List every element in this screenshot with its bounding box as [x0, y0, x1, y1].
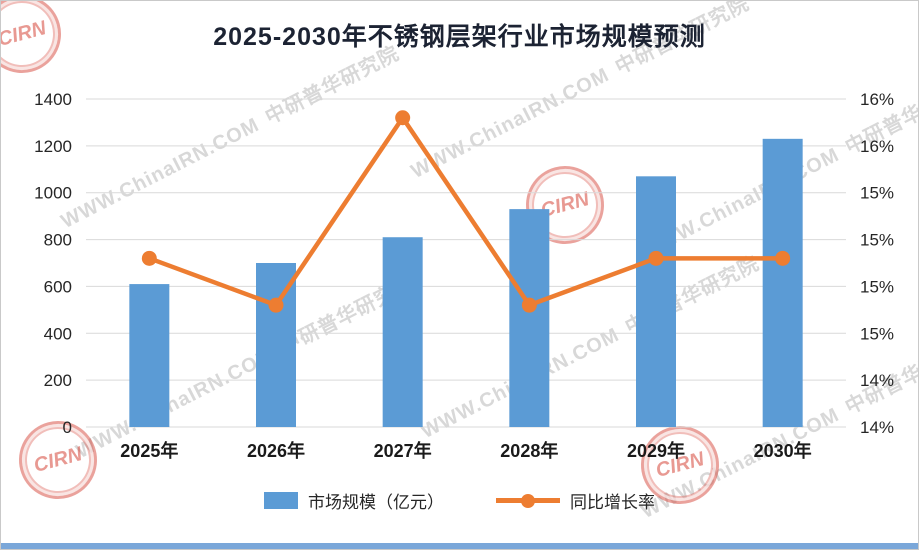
svg-text:15%: 15%	[860, 277, 894, 296]
svg-text:1400: 1400	[34, 90, 72, 109]
svg-text:200: 200	[44, 371, 72, 390]
chart-title: 2025-2030年不锈钢层架行业市场规模预测	[213, 23, 706, 51]
legend-label-bar: 市场规模（亿元）	[308, 493, 444, 512]
legend-label-line: 同比增长率	[570, 493, 655, 512]
line-swatch-icon	[496, 493, 560, 508]
svg-text:16%: 16%	[860, 90, 894, 109]
svg-text:2029年: 2029年	[627, 440, 685, 461]
svg-text:15%: 15%	[860, 184, 894, 203]
svg-text:1200: 1200	[34, 137, 72, 156]
svg-text:0: 0	[63, 418, 72, 437]
svg-text:2030年: 2030年	[754, 440, 812, 461]
svg-text:400: 400	[44, 324, 72, 343]
legend: 市场规模（亿元） 同比增长率	[1, 488, 918, 513]
svg-text:2027年: 2027年	[374, 440, 432, 461]
svg-text:1000: 1000	[34, 184, 72, 203]
legend-item-line: 同比增长率	[496, 488, 655, 513]
bottom-strip	[1, 543, 918, 549]
svg-text:14%: 14%	[860, 418, 894, 437]
svg-text:15%: 15%	[860, 324, 894, 343]
svg-text:14%: 14%	[860, 371, 894, 390]
svg-text:16%: 16%	[860, 137, 894, 156]
combo-chart: 1400 16% 1200 16% 1000 15% 800 15% 600 15% 400 15% 2…	[34, 90, 894, 461]
svg-text:2026年: 2026年	[247, 440, 305, 461]
svg-text:600: 600	[44, 277, 72, 296]
bar-swatch-icon	[264, 492, 298, 509]
svg-text:15%: 15%	[860, 231, 894, 250]
svg-text:2025年: 2025年	[120, 440, 178, 461]
svg-text:800: 800	[44, 231, 72, 250]
line-marker-icon	[521, 493, 535, 508]
svg-text:2028年: 2028年	[500, 440, 558, 461]
legend-item-bar: 市场规模（亿元）	[264, 488, 444, 513]
